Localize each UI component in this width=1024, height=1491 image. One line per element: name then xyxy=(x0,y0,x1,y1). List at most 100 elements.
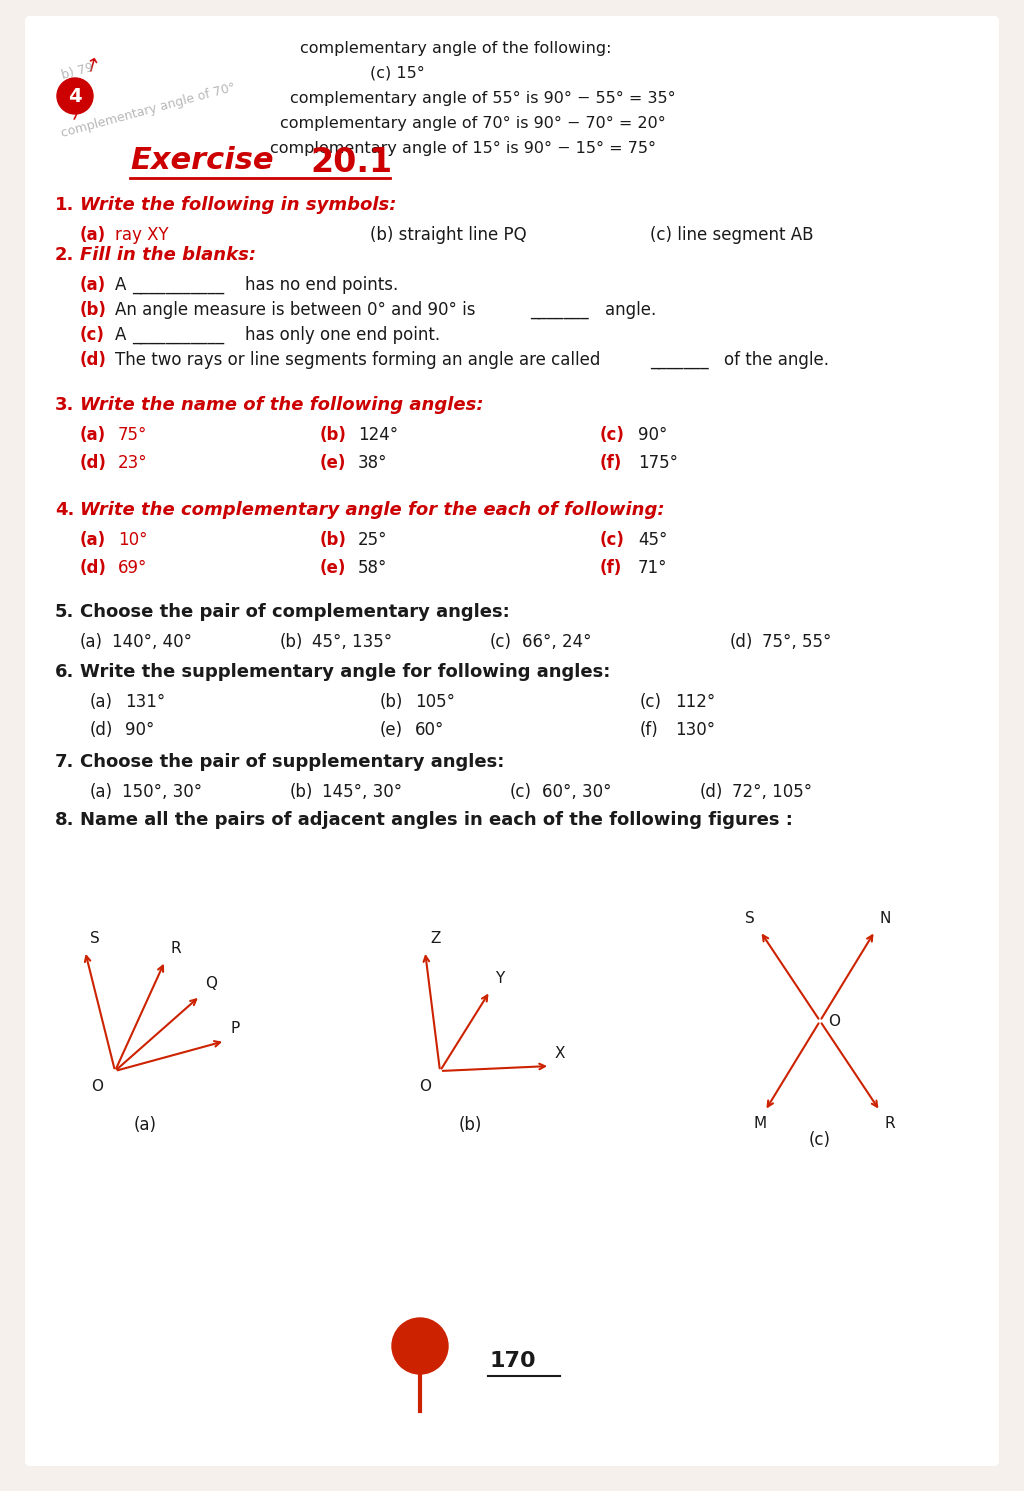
Text: Y: Y xyxy=(495,971,504,986)
Text: Q: Q xyxy=(205,977,217,992)
Text: (c): (c) xyxy=(510,783,532,801)
Text: (c) 15°: (c) 15° xyxy=(370,66,425,81)
Text: Write the complementary angle for the each of following:: Write the complementary angle for the ea… xyxy=(80,501,665,519)
Text: 25°: 25° xyxy=(358,531,387,549)
Text: (c): (c) xyxy=(600,531,625,549)
Text: 1.: 1. xyxy=(55,195,75,215)
Text: (b): (b) xyxy=(380,693,403,711)
Text: X: X xyxy=(555,1047,565,1062)
Text: Write the supplementary angle for following angles:: Write the supplementary angle for follow… xyxy=(80,663,610,681)
Text: 2.: 2. xyxy=(55,246,75,264)
Text: (c): (c) xyxy=(80,327,104,344)
Text: O: O xyxy=(91,1079,103,1094)
Text: (d): (d) xyxy=(80,559,106,577)
Text: complementary angle of the following:: complementary angle of the following: xyxy=(300,40,611,57)
Circle shape xyxy=(392,1318,449,1375)
Text: complementary angle of 15° is 90° − 15° = 75°: complementary angle of 15° is 90° − 15° … xyxy=(270,142,656,157)
Text: (a): (a) xyxy=(80,276,106,294)
Text: (a): (a) xyxy=(90,783,113,801)
Text: ___________: ___________ xyxy=(132,327,224,344)
Text: P: P xyxy=(230,1021,240,1036)
Text: has no end points.: has no end points. xyxy=(245,276,398,294)
Text: (b): (b) xyxy=(319,531,347,549)
Text: (a): (a) xyxy=(80,426,106,444)
Text: O: O xyxy=(828,1014,840,1029)
Text: (c): (c) xyxy=(600,426,625,444)
Text: (c): (c) xyxy=(490,634,512,652)
Text: R: R xyxy=(885,1115,895,1132)
Text: 131°: 131° xyxy=(125,693,165,711)
Text: 170: 170 xyxy=(490,1351,537,1372)
Text: _______: _______ xyxy=(530,301,589,319)
Text: 4.: 4. xyxy=(55,501,75,519)
Text: (a): (a) xyxy=(80,531,106,549)
Text: complementary angle of 55° is 90° − 55° = 35°: complementary angle of 55° is 90° − 55° … xyxy=(290,91,676,106)
Text: (e): (e) xyxy=(319,559,346,577)
Text: b) 79: b) 79 xyxy=(60,61,95,82)
Text: (d): (d) xyxy=(700,783,723,801)
Text: has only one end point.: has only one end point. xyxy=(245,327,440,344)
Text: of the angle.: of the angle. xyxy=(724,350,829,368)
Text: 60°, 30°: 60°, 30° xyxy=(542,783,611,801)
FancyBboxPatch shape xyxy=(25,16,999,1466)
Text: 4: 4 xyxy=(69,86,82,106)
Text: Choose the pair of complementary angles:: Choose the pair of complementary angles: xyxy=(80,602,510,620)
Text: (e): (e) xyxy=(380,722,403,740)
Text: 75°, 55°: 75°, 55° xyxy=(762,634,831,652)
Text: Exercise: Exercise xyxy=(130,146,273,174)
Text: complementary angle of 70°: complementary angle of 70° xyxy=(60,81,238,140)
Text: Choose the pair of supplementary angles:: Choose the pair of supplementary angles: xyxy=(80,753,505,771)
Text: 6.: 6. xyxy=(55,663,75,681)
Text: 45°: 45° xyxy=(638,531,668,549)
Text: O: O xyxy=(419,1079,431,1094)
Text: 105°: 105° xyxy=(415,693,455,711)
Text: 3.: 3. xyxy=(55,397,75,414)
Text: (d): (d) xyxy=(730,634,754,652)
Text: (c): (c) xyxy=(809,1132,831,1150)
Text: ↗: ↗ xyxy=(65,101,87,124)
Text: 140°, 40°: 140°, 40° xyxy=(112,634,193,652)
Text: (f): (f) xyxy=(640,722,658,740)
Text: 7.: 7. xyxy=(55,753,75,771)
Text: S: S xyxy=(90,930,99,945)
Text: (b) straight line PQ: (b) straight line PQ xyxy=(370,227,526,245)
Text: Z: Z xyxy=(430,930,440,945)
Text: ↗: ↗ xyxy=(70,76,93,100)
Text: 8.: 8. xyxy=(55,811,75,829)
Text: 112°: 112° xyxy=(675,693,715,711)
Text: 90°: 90° xyxy=(638,426,668,444)
Text: ↗: ↗ xyxy=(80,51,103,76)
Text: 90°: 90° xyxy=(125,722,155,740)
Text: ___________: ___________ xyxy=(132,276,224,294)
Text: 124°: 124° xyxy=(358,426,398,444)
Text: 38°: 38° xyxy=(358,453,387,473)
Text: A: A xyxy=(115,327,126,344)
Text: An angle measure is between 0° and 90° is: An angle measure is between 0° and 90° i… xyxy=(115,301,475,319)
Text: (c): (c) xyxy=(640,693,662,711)
Text: R: R xyxy=(170,941,180,956)
Text: angle.: angle. xyxy=(605,301,656,319)
Text: ray XY: ray XY xyxy=(115,227,169,245)
Text: The two rays or line segments forming an angle are called: The two rays or line segments forming an… xyxy=(115,350,600,368)
Text: 58°: 58° xyxy=(358,559,387,577)
Text: (b): (b) xyxy=(80,301,106,319)
Text: 5.: 5. xyxy=(55,602,75,620)
Text: A: A xyxy=(115,276,126,294)
Text: (a): (a) xyxy=(80,634,103,652)
Text: (f): (f) xyxy=(600,559,623,577)
Text: (d): (d) xyxy=(90,722,114,740)
Text: 150°, 30°: 150°, 30° xyxy=(122,783,202,801)
Text: 130°: 130° xyxy=(675,722,715,740)
Text: (a): (a) xyxy=(133,1115,157,1135)
Text: (a): (a) xyxy=(90,693,113,711)
Text: M: M xyxy=(754,1115,767,1132)
Text: 23°: 23° xyxy=(118,453,147,473)
Text: (a): (a) xyxy=(80,227,106,245)
Text: 66°, 24°: 66°, 24° xyxy=(522,634,592,652)
Text: (e): (e) xyxy=(319,453,346,473)
Text: 10°: 10° xyxy=(118,531,147,549)
Text: (b): (b) xyxy=(459,1115,481,1135)
Text: _______: _______ xyxy=(650,350,709,368)
Text: (c) line segment AB: (c) line segment AB xyxy=(650,227,813,245)
Text: S: S xyxy=(745,911,755,926)
